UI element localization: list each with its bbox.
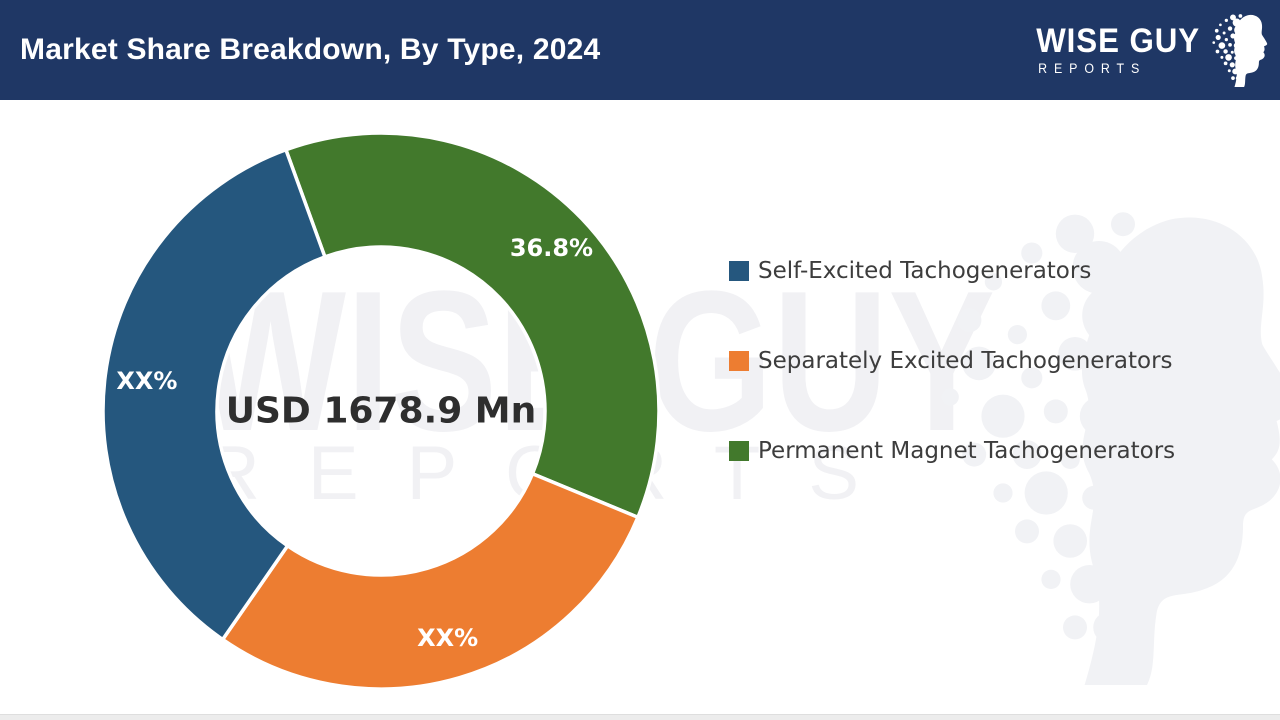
donut-slice (284, 131, 661, 520)
donut-slice (101, 148, 327, 642)
legend: Self-Excited Tachogenerators Separately E… (729, 257, 1175, 527)
page-title: Market Share Breakdown, By Type, 2024 (20, 33, 601, 66)
legend-label: Permanent Magnet Tachogenerators (758, 438, 1176, 464)
legend-swatch (729, 441, 749, 461)
donut-slice (220, 471, 640, 691)
legend-label: Self-Excited Tachogenerators (758, 258, 1092, 284)
header-bar: Market Share Breakdown, By Type, 2024 WI… (0, 0, 1280, 100)
donut-center-value: USD 1678.9 Mn (225, 390, 537, 432)
legend-label: Separately Excited Tachogenerators (758, 348, 1173, 374)
logo-wordmark: WISE GUY (1036, 22, 1200, 60)
slice-percent-label: XX% (417, 624, 478, 652)
bottom-border (0, 714, 1280, 720)
logo-face-icon (1212, 14, 1268, 87)
legend-swatch (729, 261, 749, 281)
brand-logo: WISE GUY REPORTS (1022, 7, 1270, 93)
legend-item: Permanent Magnet Tachogenerators (729, 437, 1175, 465)
logo-subtitle: REPORTS (1038, 61, 1147, 76)
slice-percent-label: 36.8% (510, 234, 593, 262)
slice-percent-label: XX% (116, 367, 177, 395)
legend-item: Self-Excited Tachogenerators (729, 257, 1175, 285)
legend-item: Separately Excited Tachogenerators (729, 347, 1175, 375)
legend-swatch (729, 351, 749, 371)
